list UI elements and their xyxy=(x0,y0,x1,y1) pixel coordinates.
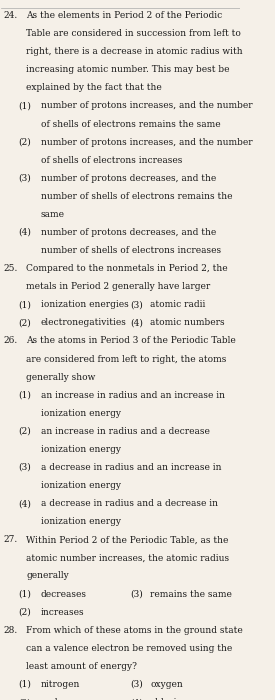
Text: (3): (3) xyxy=(18,463,31,472)
Text: Within Period 2 of the Periodic Table, as the: Within Period 2 of the Periodic Table, a… xyxy=(26,536,229,545)
Text: increases: increases xyxy=(41,608,84,617)
Text: of shells of electrons remains the same: of shells of electrons remains the same xyxy=(41,120,220,129)
Text: an increase in radius and a decrease: an increase in radius and a decrease xyxy=(41,427,210,436)
Text: oxygen: oxygen xyxy=(150,680,183,689)
Text: number of shells of electrons remains the: number of shells of electrons remains th… xyxy=(41,192,232,201)
Text: (3): (3) xyxy=(130,300,143,309)
Text: ionization energy: ionization energy xyxy=(41,445,121,454)
Text: Table are considered in succession from left to: Table are considered in succession from … xyxy=(26,29,241,38)
Text: ionization energy: ionization energy xyxy=(41,409,121,418)
Text: Compared to the nonmetals in Period 2, the: Compared to the nonmetals in Period 2, t… xyxy=(26,264,228,273)
Text: atomic number increases, the atomic radius: atomic number increases, the atomic radi… xyxy=(26,554,230,562)
Text: 26.: 26. xyxy=(4,337,18,346)
Text: decreases: decreases xyxy=(41,589,87,598)
Text: explained by the fact that the: explained by the fact that the xyxy=(26,83,162,92)
Text: (4): (4) xyxy=(130,698,143,700)
Text: number of protons decreases, and the: number of protons decreases, and the xyxy=(41,174,216,183)
Text: a decrease in radius and an increase in: a decrease in radius and an increase in xyxy=(41,463,221,472)
Text: atomic radii: atomic radii xyxy=(150,300,206,309)
Text: (2): (2) xyxy=(18,608,31,617)
Text: number of protons increases, and the number: number of protons increases, and the num… xyxy=(41,102,252,111)
Text: (2): (2) xyxy=(18,138,31,146)
Text: (4): (4) xyxy=(18,228,31,237)
Text: right, there is a decrease in atomic radius with: right, there is a decrease in atomic rad… xyxy=(26,47,243,56)
Text: remains the same: remains the same xyxy=(150,589,232,598)
Text: can a valence electron be removed using the: can a valence electron be removed using … xyxy=(26,644,233,653)
Text: (3): (3) xyxy=(18,174,31,183)
Text: (2): (2) xyxy=(18,427,31,436)
Text: (1): (1) xyxy=(18,300,31,309)
Text: atomic numbers: atomic numbers xyxy=(150,318,225,328)
Text: metals in Period 2 generally have larger: metals in Period 2 generally have larger xyxy=(26,282,211,291)
Text: (3): (3) xyxy=(130,589,143,598)
Text: (1): (1) xyxy=(18,391,31,400)
Text: number of protons increases, and the number: number of protons increases, and the num… xyxy=(41,138,252,146)
Text: ionization energies: ionization energies xyxy=(41,300,128,309)
Text: of shells of electrons increases: of shells of electrons increases xyxy=(41,155,182,164)
Text: As the atoms in Period 3 of the Periodic Table: As the atoms in Period 3 of the Periodic… xyxy=(26,337,236,346)
Text: (4): (4) xyxy=(18,499,31,508)
Text: carbon: carbon xyxy=(41,698,73,700)
Text: ionization energy: ionization energy xyxy=(41,481,121,490)
Text: (3): (3) xyxy=(130,680,143,689)
Text: number of protons decreases, and the: number of protons decreases, and the xyxy=(41,228,216,237)
Text: 28.: 28. xyxy=(4,626,18,635)
Text: 25.: 25. xyxy=(4,264,18,273)
Text: ionization energy: ionization energy xyxy=(41,517,121,526)
Text: are considered from left to right, the atoms: are considered from left to right, the a… xyxy=(26,355,227,363)
Text: From which of these atoms in the ground state: From which of these atoms in the ground … xyxy=(26,626,243,635)
Text: nitrogen: nitrogen xyxy=(41,680,80,689)
Text: 27.: 27. xyxy=(4,536,18,545)
Text: an increase in radius and an increase in: an increase in radius and an increase in xyxy=(41,391,225,400)
Text: (2): (2) xyxy=(18,318,31,328)
Text: increasing atomic number. This may best be: increasing atomic number. This may best … xyxy=(26,65,230,74)
Text: (4): (4) xyxy=(130,318,143,328)
Text: (1): (1) xyxy=(18,589,31,598)
Text: same: same xyxy=(41,210,65,219)
Text: generally show: generally show xyxy=(26,372,96,382)
Text: As the elements in Period 2 of the Periodic: As the elements in Period 2 of the Perio… xyxy=(26,11,223,20)
Text: chlorine: chlorine xyxy=(150,698,188,700)
Text: number of shells of electrons increases: number of shells of electrons increases xyxy=(41,246,221,255)
Text: (2): (2) xyxy=(18,698,31,700)
Text: generally: generally xyxy=(26,571,69,580)
Text: electronegativities: electronegativities xyxy=(41,318,126,328)
Text: (1): (1) xyxy=(18,102,31,111)
Text: least amount of energy?: least amount of energy? xyxy=(26,662,137,671)
Text: 24.: 24. xyxy=(4,11,18,20)
Text: (1): (1) xyxy=(18,680,31,689)
Text: a decrease in radius and a decrease in: a decrease in radius and a decrease in xyxy=(41,499,218,508)
